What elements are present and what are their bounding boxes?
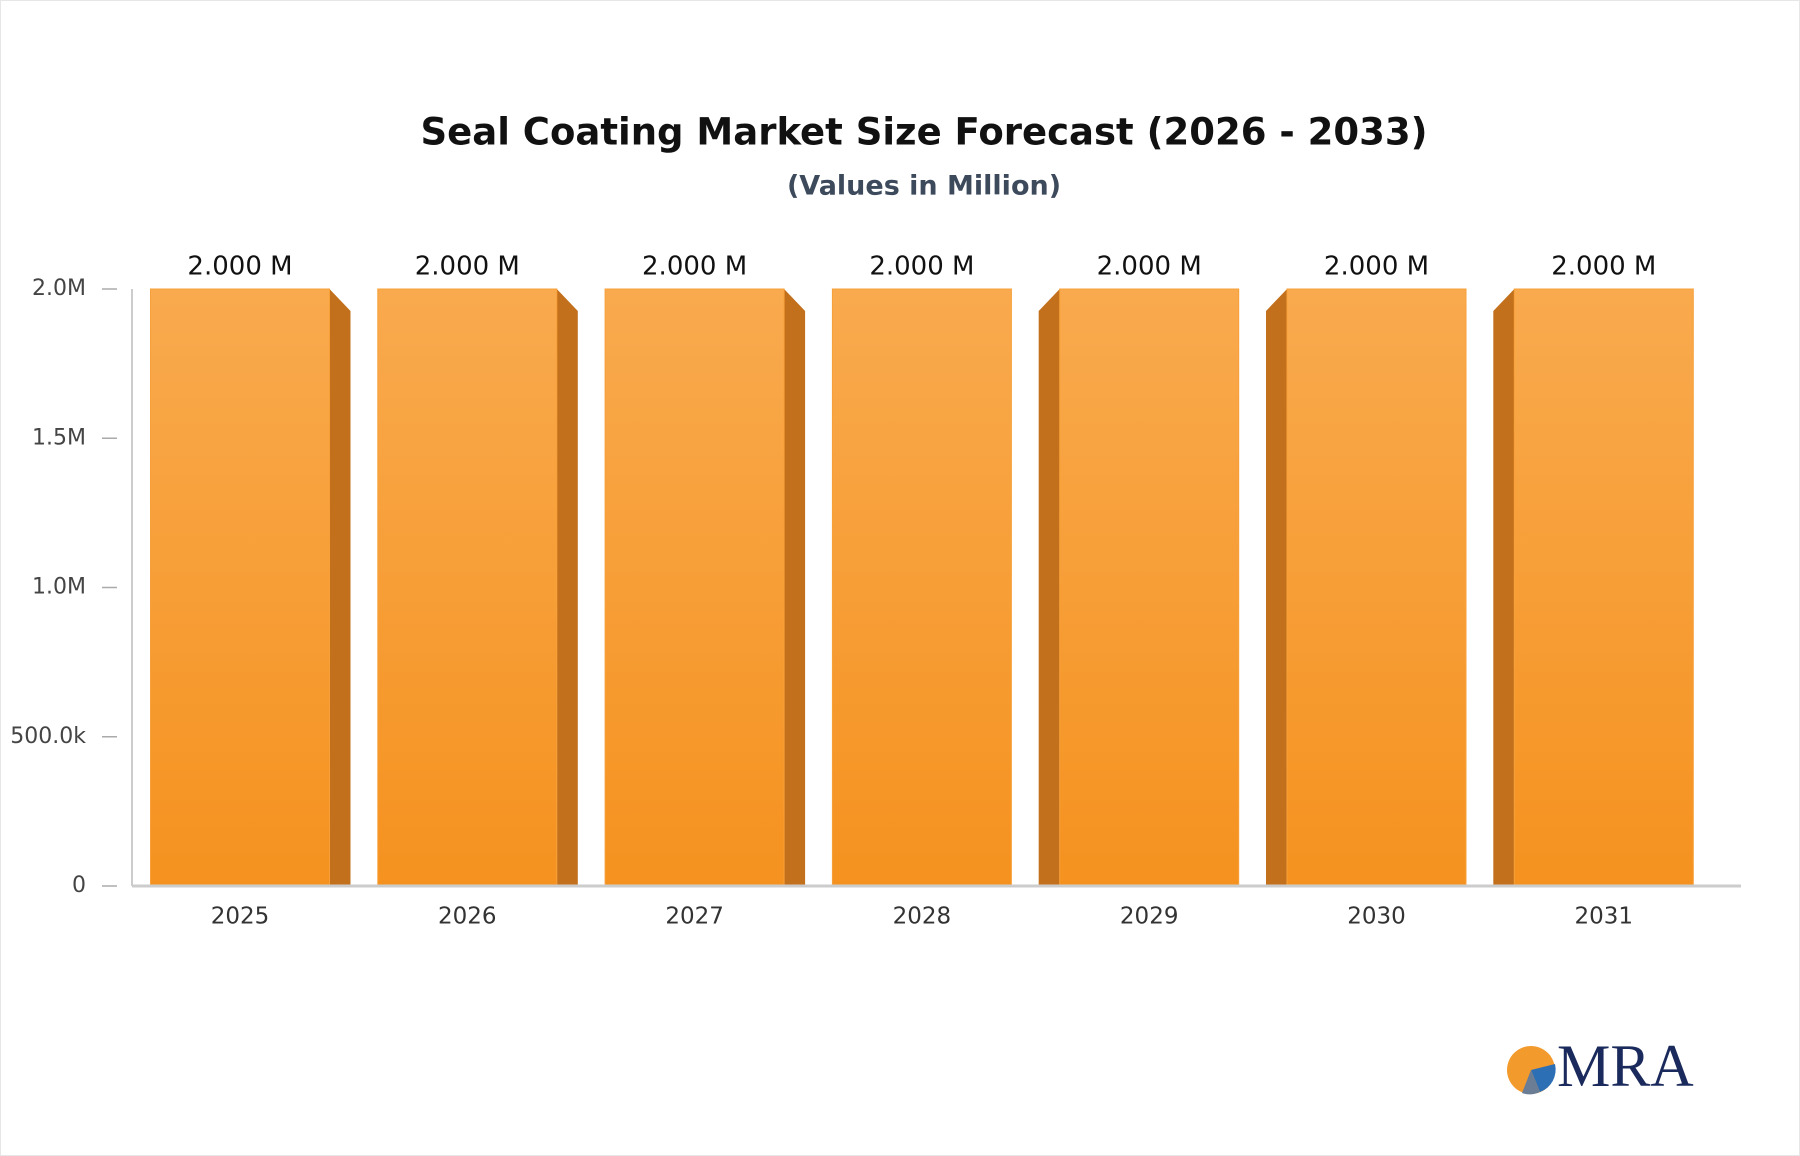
y-tick-label: 1.0M [32, 575, 86, 600]
y-tick-label: 1.5M [32, 425, 86, 450]
bar-side [329, 289, 351, 886]
x-tick-label: 2029 [1120, 904, 1179, 930]
value-label: 2.000 M [1097, 252, 1202, 282]
bar [1513, 288, 1694, 887]
x-tick-label: 2027 [665, 904, 724, 930]
y-tick-label: 0 [72, 873, 86, 898]
bar [377, 288, 558, 887]
value-label: 2.000 M [1324, 252, 1429, 282]
bar-side [784, 289, 806, 886]
logo-slice [1522, 1070, 1540, 1095]
x-tick-label: 2028 [893, 904, 952, 930]
bar [1286, 288, 1467, 887]
bar-side [1493, 289, 1515, 886]
y-tick-label: 500.0k [10, 724, 86, 749]
bar [1059, 288, 1240, 887]
value-label: 2.000 M [642, 252, 747, 282]
bar [604, 288, 785, 887]
x-tick-label: 2026 [438, 904, 497, 930]
value-label: 2.000 M [869, 252, 974, 282]
bar [150, 288, 330, 887]
y-tick-label: 2.0M [32, 276, 86, 301]
value-label: 2.000 M [415, 252, 520, 282]
x-tick-label: 2030 [1347, 904, 1406, 930]
x-tick-label: 2031 [1575, 904, 1634, 930]
logo-text: MRA [1557, 1033, 1694, 1099]
bar-side [556, 289, 578, 886]
bar [831, 288, 1012, 887]
logo: MRA [1507, 1033, 1694, 1099]
x-tick-label: 2025 [211, 904, 270, 930]
bar-side [1038, 289, 1060, 886]
value-label: 2.000 M [1551, 252, 1656, 282]
bar-side [1266, 289, 1287, 886]
chart-title: Seal Coating Market Size Forecast (2026 … [421, 111, 1428, 154]
logo-slice [1531, 1064, 1556, 1092]
value-label: 2.000 M [187, 252, 292, 282]
chart-subtitle: (Values in Million) [787, 171, 1061, 202]
